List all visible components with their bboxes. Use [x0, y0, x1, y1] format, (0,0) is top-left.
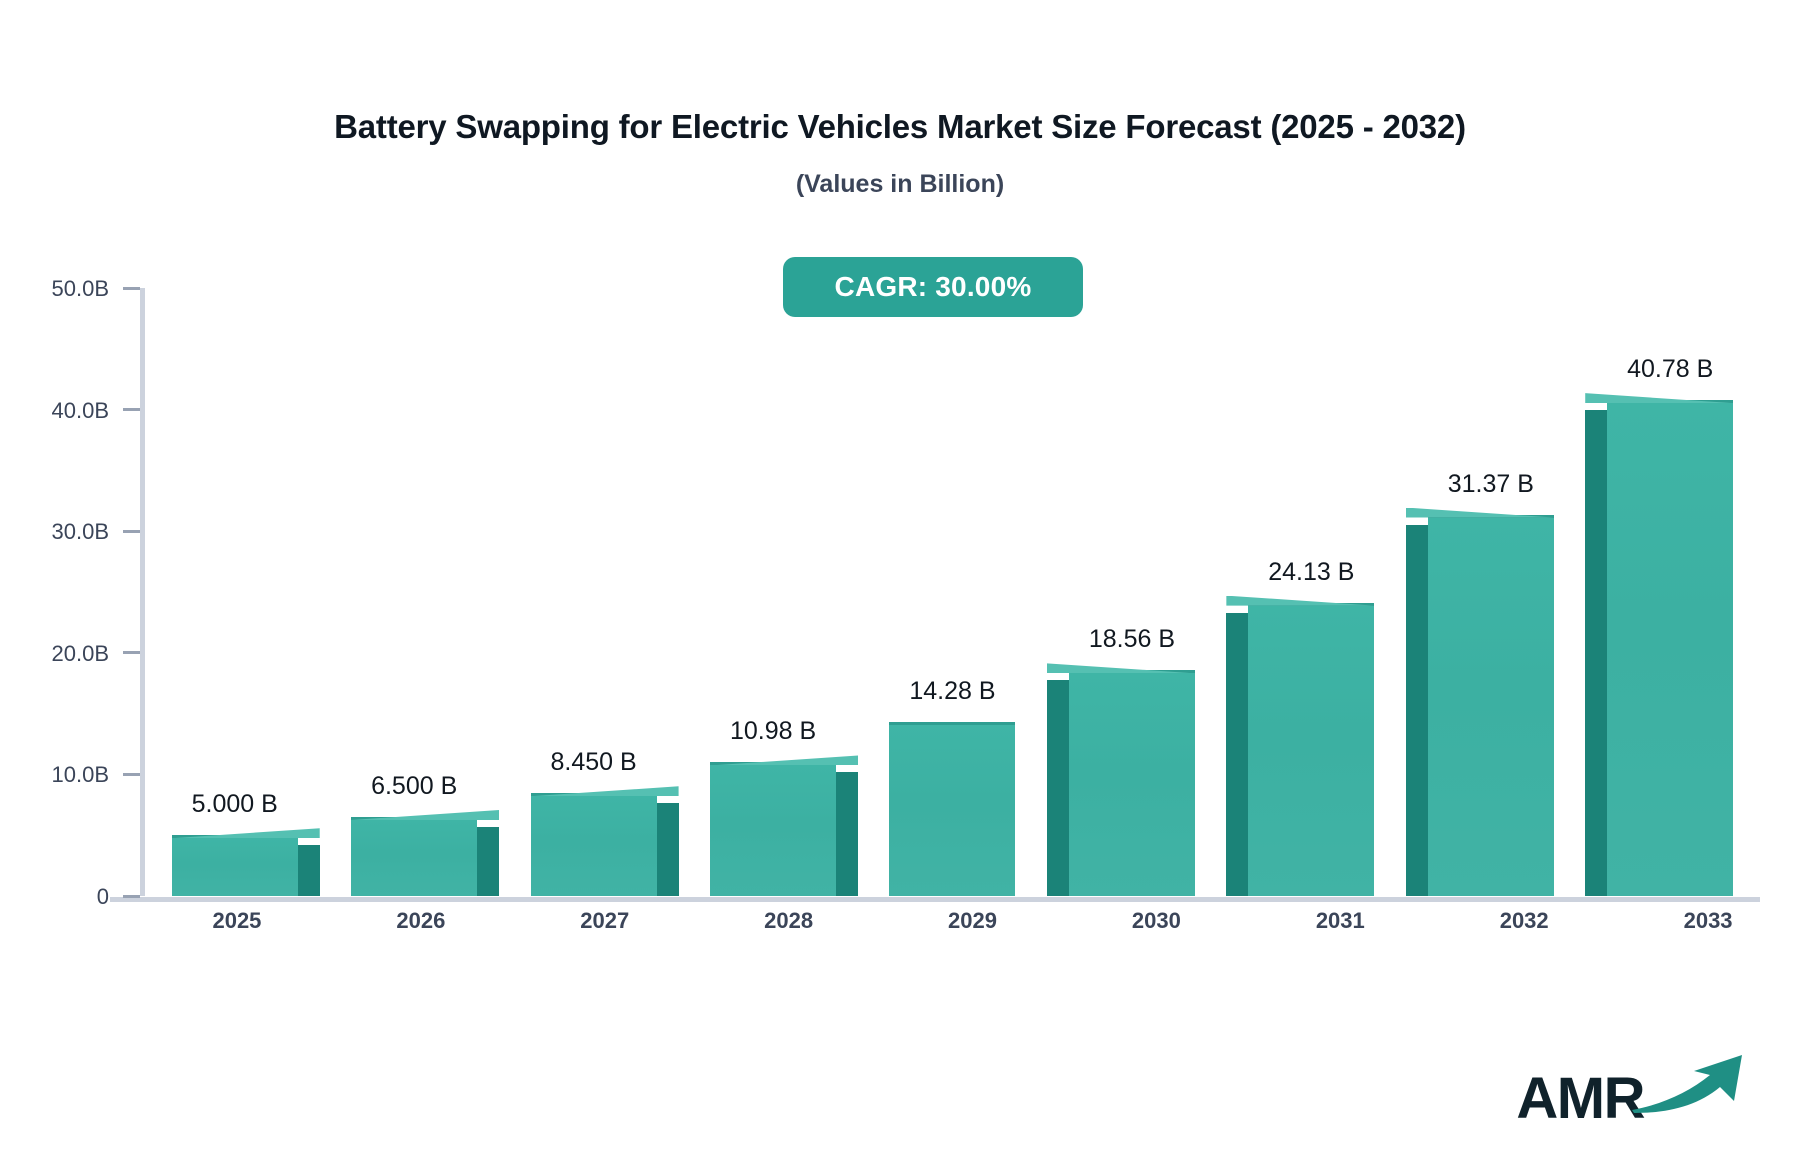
bar-group[interactable]: 8.450 B — [530, 748, 679, 896]
bar[interactable] — [1585, 393, 1734, 896]
bar-slot: 5.000 B — [145, 288, 324, 896]
bar-slot: 24.13 B — [1222, 288, 1401, 896]
bar[interactable] — [1226, 595, 1375, 896]
bar-depth-face — [1226, 612, 1249, 896]
chart-subtitle: (Values in Billion) — [795, 170, 1005, 198]
bar-depth-face — [297, 845, 320, 896]
plot-area: 0 10.0B 20.0B 30.0B 40.0B 50.0B 5.000 B 6.500 … — [52, 278, 1760, 908]
chart-title: Battery Swapping for Electric Vehicles M… — [334, 108, 1466, 145]
bar-top-face — [171, 828, 320, 839]
y-axis-tick-label: 10.0B — [51, 762, 110, 788]
bar-depth-face — [1585, 410, 1608, 896]
x-axis-label-2027: 2027 — [580, 908, 630, 933]
bar-value-label: 31.37 B — [1447, 469, 1534, 498]
bar-value-label: 10.98 B — [729, 717, 817, 746]
bar-value-label: 24.13 B — [1268, 557, 1355, 586]
x-axis-label-2029: 2029 — [948, 908, 997, 933]
bar-group[interactable]: 40.78 B — [1585, 355, 1734, 896]
x-axis-label-2028: 2028 — [764, 908, 814, 933]
bar-depth-face — [477, 826, 500, 896]
bar-value-label: 18.56 B — [1088, 625, 1175, 654]
bar-value-label: 8.450 B — [550, 748, 637, 777]
bar[interactable] — [889, 722, 1016, 896]
growth-arrow-icon — [1630, 1053, 1760, 1120]
y-axis-tick-mark — [123, 894, 140, 898]
bar[interactable] — [351, 809, 500, 896]
bar-slot: 10.98 B — [683, 288, 862, 896]
y-axis-line — [140, 288, 145, 896]
y-axis-tick-mark — [123, 286, 140, 290]
y-axis-tick-mark — [123, 529, 140, 533]
bar[interactable] — [1405, 507, 1554, 896]
bar-group[interactable]: 10.98 B — [710, 717, 859, 896]
bar-value-label: 14.28 B — [909, 677, 996, 706]
bar[interactable] — [710, 755, 859, 896]
bar-slot: 6.500 B — [324, 288, 503, 896]
bar-slot: 8.450 B — [504, 288, 683, 896]
y-axis-tick-mark — [123, 651, 140, 655]
bar-top-face — [1046, 663, 1195, 674]
bar-depth-face — [836, 772, 859, 896]
bar[interactable] — [530, 786, 679, 896]
bar-group[interactable]: 6.500 B — [351, 772, 500, 896]
bar-value-label: 5.000 B — [191, 790, 278, 819]
bar-value-label: 40.78 B — [1627, 355, 1714, 384]
x-axis-labels: 2025 2026 2027 2028 2029 2030 2031 2032 2033 — [145, 908, 1800, 948]
bar-top-face — [1226, 595, 1375, 606]
bar-group[interactable]: 24.13 B — [1226, 558, 1375, 896]
bar-group[interactable]: 14.28 B — [889, 677, 1016, 896]
bar-top-face — [351, 809, 500, 820]
bar-group[interactable]: 18.56 B — [1046, 625, 1195, 896]
cagr-badge: CAGR: 30.00% — [783, 257, 1083, 317]
bar-depth-face — [656, 803, 679, 896]
bar-group[interactable]: 31.37 B — [1405, 470, 1554, 896]
bar-top-face — [710, 755, 859, 766]
cagr-badge-label: CAGR: 30.00% — [834, 271, 1032, 302]
bar-slot: 18.56 B — [1042, 288, 1221, 896]
y-axis-tick-mark — [123, 772, 140, 776]
x-axis-baseline — [110, 897, 1760, 902]
x-axis-label-2025: 2025 — [212, 908, 262, 933]
x-axis-label-2033: 2033 — [1683, 908, 1733, 933]
x-axis-label-2030: 2030 — [1131, 908, 1181, 933]
x-axis-label-2031: 2031 — [1315, 908, 1365, 933]
bar[interactable] — [1046, 663, 1195, 896]
bar-top-face — [530, 786, 679, 797]
y-axis-tick-label: 30.0B — [51, 519, 110, 545]
bar-depth-face — [1046, 680, 1069, 896]
bar-slot: 14.28 B — [863, 288, 1042, 896]
y-axis-tick-label: 50.0B — [51, 276, 110, 301]
bar[interactable] — [171, 828, 320, 896]
x-axis-label-2032: 2032 — [1499, 908, 1549, 933]
bar-slot: 31.37 B — [1401, 288, 1580, 896]
bar-depth-face — [1405, 524, 1428, 896]
amr-logo: AMR — [1516, 1053, 1760, 1128]
bar-top-face — [1585, 393, 1734, 404]
y-axis-tick-label: 40.0B — [51, 397, 110, 423]
amr-wordmark: AMR — [1516, 1066, 1645, 1131]
y-axis-tick-label: 20.0B — [51, 640, 110, 666]
bar-value-label: 6.500 B — [371, 771, 458, 800]
bar-slot: 40.78 B — [1581, 288, 1760, 896]
y-axis-tick-mark — [123, 408, 140, 412]
bar-top-face — [1405, 507, 1554, 518]
bar-group[interactable]: 5.000 B — [171, 790, 320, 896]
bar-series: 5.000 B 6.500 B 8.450 B 10.98 B 14.28 B 18.56… — [145, 288, 1760, 896]
x-axis-label-2026: 2026 — [396, 908, 446, 933]
y-axis-tick-label: 0 — [96, 884, 109, 909]
